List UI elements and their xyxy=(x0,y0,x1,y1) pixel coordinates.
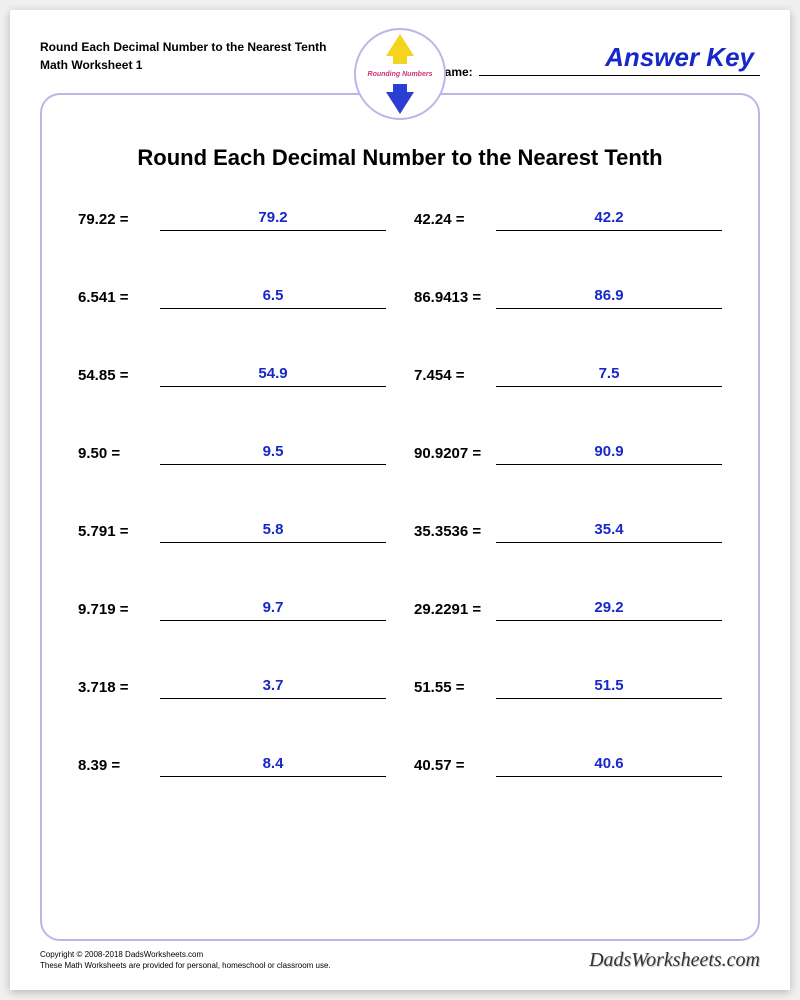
answer-slot: 51.5 xyxy=(496,673,722,699)
answer-slot: 9.5 xyxy=(160,439,386,465)
problem-row: 86.9413 = 86.9 xyxy=(414,283,722,309)
problems-grid: 79.22 = 79.2 42.24 = 42.2 6.541 = 6.5 86.9413 … xyxy=(78,205,722,777)
problem-row: 3.718 = 3.7 xyxy=(78,673,386,699)
badge-text: Rounding Numbers xyxy=(367,70,434,79)
problem-row: 79.22 = 79.2 xyxy=(78,205,386,231)
answer-value: 9.5 xyxy=(263,443,284,460)
content-title: Round Each Decimal Number to the Nearest… xyxy=(78,145,722,171)
footer: Copyright © 2008-2018 DadsWorksheets.com… xyxy=(40,949,760,972)
problem-row: 42.24 = 42.2 xyxy=(414,205,722,231)
answer-value: 42.2 xyxy=(594,209,623,226)
problem-row: 5.791 = 5.8 xyxy=(78,517,386,543)
problem-row: 6.541 = 6.5 xyxy=(78,283,386,309)
footer-brand: DadsWorksheets.com xyxy=(589,949,760,972)
footer-left: Copyright © 2008-2018 DadsWorksheets.com… xyxy=(40,950,331,972)
problem-prompt: 29.2291 = xyxy=(414,601,496,621)
problem-prompt: 42.24 = xyxy=(414,211,496,231)
problem-prompt: 90.9207 = xyxy=(414,445,496,465)
problem-row: 40.57 = 40.6 xyxy=(414,751,722,777)
problem-prompt: 9.719 = xyxy=(78,601,160,621)
problem-prompt: 5.791 = xyxy=(78,523,160,543)
answer-value: 9.7 xyxy=(263,599,284,616)
answer-value: 3.7 xyxy=(263,677,284,694)
worksheet-title: Round Each Decimal Number to the Nearest… xyxy=(40,38,364,56)
badge-inner: Rounding Numbers xyxy=(364,38,436,110)
answer-slot: 35.4 xyxy=(496,517,722,543)
problem-prompt: 7.454 = xyxy=(414,367,496,387)
answer-value: 7.5 xyxy=(599,365,620,382)
answer-slot: 79.2 xyxy=(160,205,386,231)
answer-value: 51.5 xyxy=(594,677,623,694)
answer-slot: 29.2 xyxy=(496,595,722,621)
answer-slot: 7.5 xyxy=(496,361,722,387)
answer-value: 35.4 xyxy=(594,521,623,538)
rounding-badge: Rounding Numbers xyxy=(354,28,446,120)
answer-slot: 42.2 xyxy=(496,205,722,231)
problem-prompt: 8.39 = xyxy=(78,757,160,777)
answer-slot: 5.8 xyxy=(160,517,386,543)
problem-prompt: 51.55 = xyxy=(414,679,496,699)
answer-value: 6.5 xyxy=(263,287,284,304)
problem-row: 7.454 = 7.5 xyxy=(414,361,722,387)
arrow-down-icon xyxy=(386,92,414,114)
answer-slot: 54.9 xyxy=(160,361,386,387)
problem-prompt: 40.57 = xyxy=(414,757,496,777)
name-line: Answer Key xyxy=(479,48,760,76)
answer-slot: 86.9 xyxy=(496,283,722,309)
answer-value: 90.9 xyxy=(594,443,623,460)
problem-prompt: 35.3536 = xyxy=(414,523,496,543)
problem-prompt: 79.22 = xyxy=(78,211,160,231)
answer-slot: 9.7 xyxy=(160,595,386,621)
arrow-up-icon xyxy=(386,34,414,56)
answer-slot: 3.7 xyxy=(160,673,386,699)
problem-prompt: 6.541 = xyxy=(78,289,160,309)
answer-key-text: Answer Key xyxy=(605,42,754,73)
problem-prompt: 86.9413 = xyxy=(414,289,496,309)
problem-row: 51.55 = 51.5 xyxy=(414,673,722,699)
problem-prompt: 9.50 = xyxy=(78,445,160,465)
answer-value: 5.8 xyxy=(263,521,284,538)
problem-prompt: 54.85 = xyxy=(78,367,160,387)
problem-prompt: 3.718 = xyxy=(78,679,160,699)
answer-slot: 8.4 xyxy=(160,751,386,777)
copyright-text: Copyright © 2008-2018 DadsWorksheets.com xyxy=(40,950,331,961)
answer-value: 8.4 xyxy=(263,755,284,772)
problem-row: 90.9207 = 90.9 xyxy=(414,439,722,465)
answer-slot: 90.9 xyxy=(496,439,722,465)
answer-value: 40.6 xyxy=(594,755,623,772)
problem-row: 54.85 = 54.9 xyxy=(78,361,386,387)
problem-row: 35.3536 = 35.4 xyxy=(414,517,722,543)
answer-slot: 40.6 xyxy=(496,751,722,777)
worksheet-page: Round Each Decimal Number to the Nearest… xyxy=(10,10,790,990)
answer-value: 86.9 xyxy=(594,287,623,304)
header-left: Round Each Decimal Number to the Nearest… xyxy=(40,38,364,74)
answer-slot: 6.5 xyxy=(160,283,386,309)
answer-value: 54.9 xyxy=(258,365,287,382)
problem-row: 9.719 = 9.7 xyxy=(78,595,386,621)
problem-row: 9.50 = 9.5 xyxy=(78,439,386,465)
problem-row: 8.39 = 8.4 xyxy=(78,751,386,777)
answer-value: 29.2 xyxy=(594,599,623,616)
answer-value: 79.2 xyxy=(258,209,287,226)
footer-note: These Math Worksheets are provided for p… xyxy=(40,961,331,972)
header-right: Name: Answer Key xyxy=(436,48,760,79)
content-box: Round Each Decimal Number to the Nearest… xyxy=(40,93,760,941)
worksheet-subtitle: Math Worksheet 1 xyxy=(40,56,364,74)
problem-row: 29.2291 = 29.2 xyxy=(414,595,722,621)
